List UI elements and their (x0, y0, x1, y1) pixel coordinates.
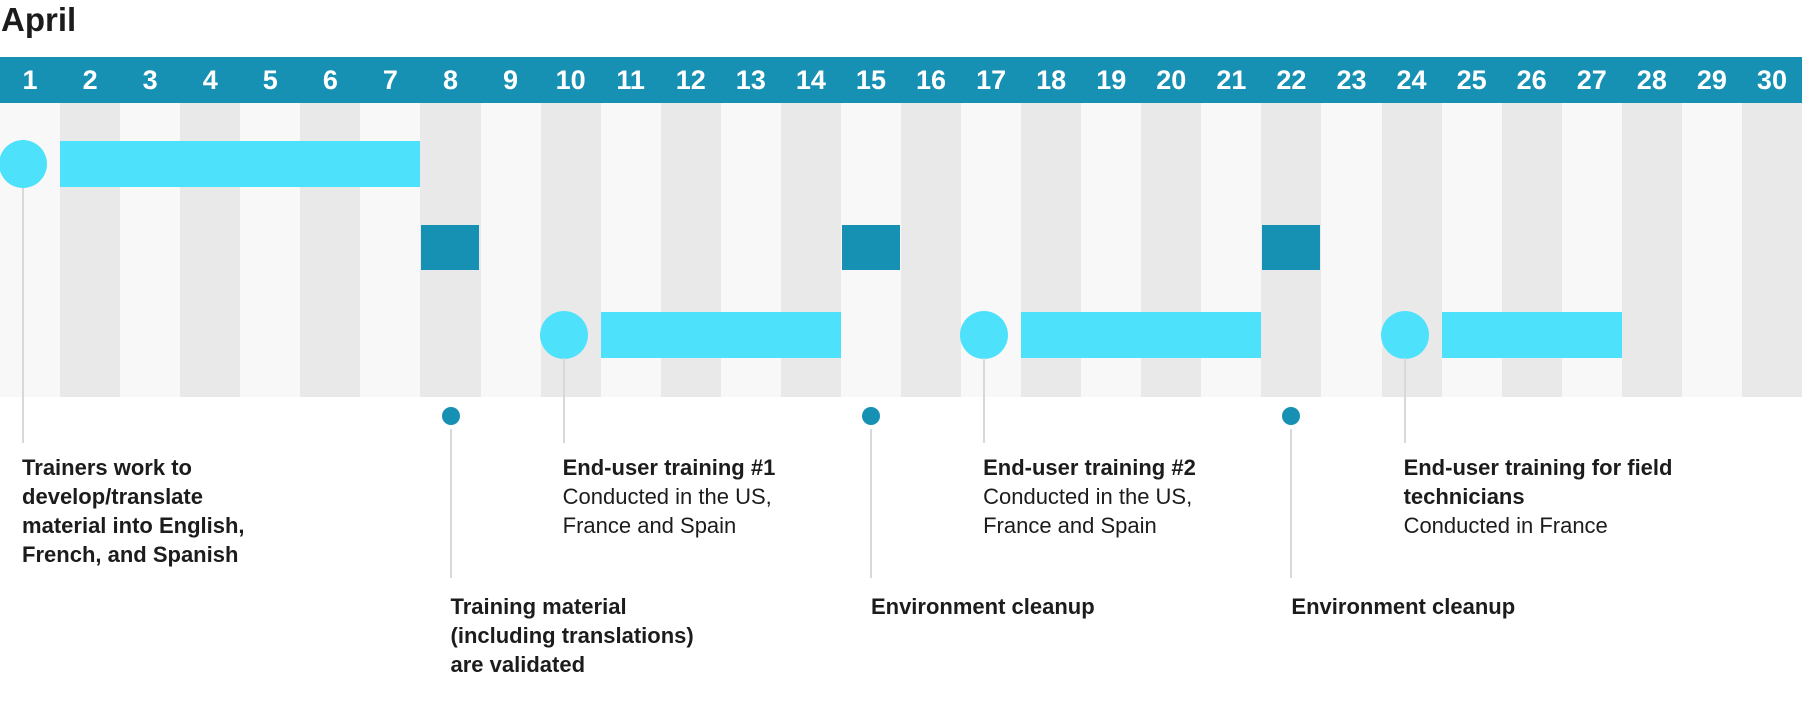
day-number-label: 16 (916, 65, 947, 95)
day-number-label: 10 (555, 65, 586, 95)
milestone-marker (421, 225, 480, 270)
callout-dot (441, 407, 460, 425)
callout-connector-line (22, 188, 25, 443)
task-bar (1021, 312, 1262, 358)
day-number-label: 27 (1576, 65, 1607, 95)
callout-connector-line (1290, 429, 1293, 578)
callout-connector-line (449, 429, 452, 578)
milestone-callout: Training material (including translations… (451, 592, 694, 679)
task-start-marker (539, 311, 588, 359)
callout-connector-line (869, 429, 872, 578)
task-start-marker (960, 311, 1009, 359)
callout-line-text: technicians (1403, 484, 1525, 509)
callout-connector-line (562, 358, 565, 443)
milestone-callout: Environment cleanup (871, 592, 1095, 621)
callout-dot (1282, 407, 1301, 425)
day-column-stripe (480, 103, 542, 397)
day-number-label: 20 (1156, 65, 1187, 95)
milestone-marker (1262, 225, 1321, 270)
callout-connector-line (1403, 358, 1406, 443)
day-number-label: 14 (795, 65, 826, 95)
callout-connector-line (983, 358, 986, 443)
month-title: April (1, 1, 77, 38)
day-number-label: 4 (202, 65, 218, 95)
task-callout: End-user training #2 Conducted in the US,… (983, 453, 1196, 540)
day-number-label: 8 (442, 65, 458, 95)
day-number-label: 28 (1636, 65, 1667, 95)
task-start-marker (1380, 311, 1429, 359)
callout-line-text: Environment cleanup (870, 594, 1095, 619)
callout-line-text: (including translations) (450, 623, 694, 648)
day-number-label: 25 (1456, 65, 1487, 95)
timeline-header-bar (0, 57, 1802, 103)
day-number-label: 29 (1696, 65, 1727, 95)
callout-line-text: develop/translate (22, 484, 203, 509)
callout-line-text: France and Spain (562, 513, 737, 538)
callout-line-text: Conducted in the US, (562, 484, 772, 509)
task-bar (1441, 312, 1622, 358)
callout-line-text: Conducted in France (1403, 513, 1608, 538)
day-number-label: 6 (322, 65, 338, 95)
milestone-callout: Environment cleanup (1291, 592, 1515, 621)
day-column-stripe (1321, 103, 1383, 397)
day-number-label: 11 (616, 65, 645, 95)
task-callout: End-user training #1 Conducted in the US,… (563, 453, 776, 540)
day-number-label: 23 (1336, 65, 1367, 95)
day-number-label: 17 (976, 65, 1007, 95)
day-number-label: 18 (1036, 65, 1067, 95)
callout-line-text: Trainers work to (22, 455, 192, 480)
callout-dot (861, 407, 880, 425)
day-number-label: 7 (382, 65, 398, 95)
task-bar (600, 312, 841, 358)
day-number-label: 2 (82, 65, 98, 95)
callout-line-text: End-user training for field (1403, 455, 1673, 480)
callout-line-text: material into English, (22, 513, 245, 538)
task-callout: Trainers work to develop/translate materia… (22, 453, 244, 569)
day-column-stripe (1681, 103, 1743, 397)
day-number-label: 5 (262, 65, 278, 95)
day-number-label: 3 (142, 65, 158, 95)
callout-line-text: are validated (450, 652, 586, 677)
milestone-marker (841, 225, 900, 270)
callout-line-text: France and Spain (983, 513, 1157, 538)
task-bar (60, 141, 421, 187)
task-start-marker (0, 140, 48, 188)
day-number-label: 19 (1096, 65, 1127, 95)
task-callout: End-user training for field technicians Co… (1404, 453, 1673, 540)
day-number-label: 1 (22, 65, 38, 95)
callout-line-text: Training material (450, 594, 627, 619)
day-number-label: 9 (503, 65, 519, 95)
callout-line-text: Environment cleanup (1291, 594, 1516, 619)
callout-line-text: French, and Spanish (22, 542, 239, 567)
day-number-label: 30 (1756, 65, 1787, 95)
day-number-label: 26 (1516, 65, 1547, 95)
callout-line-text: End-user training #1 (562, 455, 776, 480)
day-number-label: 22 (1276, 65, 1307, 95)
day-number-label: 24 (1396, 65, 1427, 95)
day-column-stripe (1741, 103, 1802, 397)
day-number-label: 15 (855, 65, 886, 95)
day-column-stripe (901, 103, 962, 397)
callout-line-text: Conducted in the US, (983, 484, 1193, 509)
day-number-label: 21 (1216, 65, 1247, 95)
callout-line-text: End-user training #2 (983, 455, 1196, 480)
day-number-label: 12 (675, 65, 706, 95)
day-column-stripe (1621, 103, 1683, 397)
day-number-label: 13 (735, 65, 766, 95)
